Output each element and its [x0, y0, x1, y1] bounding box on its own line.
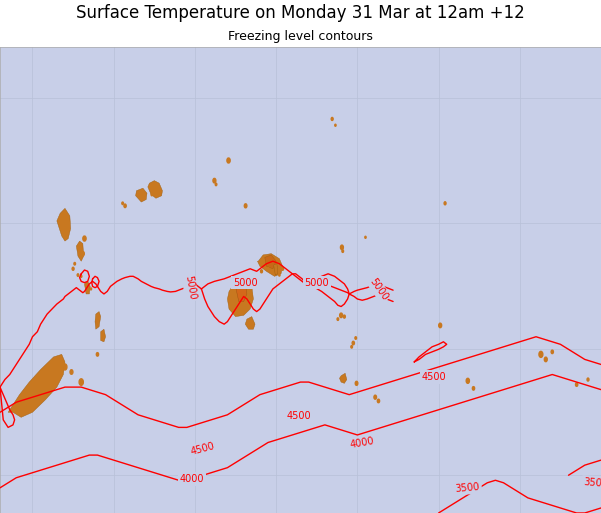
Circle shape — [230, 295, 231, 298]
Circle shape — [340, 245, 343, 250]
Text: 4500: 4500 — [287, 411, 311, 421]
Circle shape — [355, 381, 358, 385]
Text: 3500: 3500 — [455, 482, 481, 494]
Circle shape — [355, 337, 356, 339]
Circle shape — [81, 251, 84, 256]
Text: Surface Temperature on Monday 31 Mar at 12am +12: Surface Temperature on Monday 31 Mar at … — [76, 4, 525, 22]
Circle shape — [79, 379, 84, 385]
Circle shape — [343, 315, 346, 318]
Circle shape — [279, 274, 280, 276]
Text: 5000: 5000 — [367, 276, 389, 302]
Circle shape — [90, 288, 91, 290]
Circle shape — [576, 383, 578, 386]
Polygon shape — [236, 281, 247, 302]
Text: 4500: 4500 — [190, 441, 216, 457]
Polygon shape — [76, 241, 84, 261]
Text: 5000: 5000 — [233, 278, 258, 288]
Circle shape — [545, 357, 548, 362]
Polygon shape — [340, 373, 347, 383]
Circle shape — [351, 346, 352, 348]
Circle shape — [444, 202, 446, 205]
Polygon shape — [245, 317, 255, 329]
Circle shape — [77, 274, 79, 277]
Circle shape — [267, 267, 269, 270]
Text: 5000: 5000 — [183, 274, 197, 301]
Circle shape — [587, 378, 589, 381]
Polygon shape — [265, 255, 276, 269]
Circle shape — [81, 275, 82, 278]
Circle shape — [96, 352, 99, 356]
Polygon shape — [148, 181, 162, 198]
Circle shape — [261, 270, 263, 273]
Circle shape — [337, 318, 339, 321]
Circle shape — [227, 158, 230, 163]
Circle shape — [74, 263, 76, 265]
Circle shape — [435, 377, 436, 380]
Circle shape — [122, 202, 123, 205]
Circle shape — [335, 124, 336, 126]
Polygon shape — [101, 329, 106, 342]
Circle shape — [472, 387, 475, 390]
Circle shape — [124, 204, 126, 208]
Circle shape — [352, 341, 355, 345]
Circle shape — [374, 395, 376, 399]
Polygon shape — [227, 277, 254, 317]
Text: 4000: 4000 — [349, 436, 375, 449]
Circle shape — [151, 193, 153, 196]
Circle shape — [215, 183, 217, 186]
Text: 5000: 5000 — [305, 278, 329, 288]
Circle shape — [83, 236, 86, 241]
Polygon shape — [95, 311, 101, 329]
Circle shape — [439, 323, 442, 328]
Circle shape — [72, 267, 74, 270]
Polygon shape — [8, 354, 65, 417]
Circle shape — [63, 364, 67, 370]
Circle shape — [213, 179, 216, 183]
Polygon shape — [85, 281, 90, 294]
Polygon shape — [57, 208, 71, 241]
Text: Freezing level contours: Freezing level contours — [228, 30, 373, 43]
Polygon shape — [257, 253, 282, 277]
Circle shape — [282, 267, 284, 270]
Circle shape — [377, 399, 380, 403]
Circle shape — [551, 350, 554, 353]
Circle shape — [340, 313, 343, 318]
Text: 350: 350 — [583, 477, 601, 488]
Circle shape — [245, 281, 247, 284]
Circle shape — [70, 370, 73, 374]
Polygon shape — [273, 264, 278, 275]
Circle shape — [244, 204, 247, 208]
Circle shape — [250, 292, 252, 295]
Circle shape — [539, 351, 543, 358]
Circle shape — [342, 250, 344, 252]
Text: 4000: 4000 — [180, 474, 204, 484]
Circle shape — [466, 378, 469, 383]
Circle shape — [331, 117, 333, 121]
Polygon shape — [136, 188, 147, 202]
Circle shape — [254, 282, 256, 286]
Text: 4500: 4500 — [421, 372, 446, 382]
Circle shape — [365, 236, 366, 239]
